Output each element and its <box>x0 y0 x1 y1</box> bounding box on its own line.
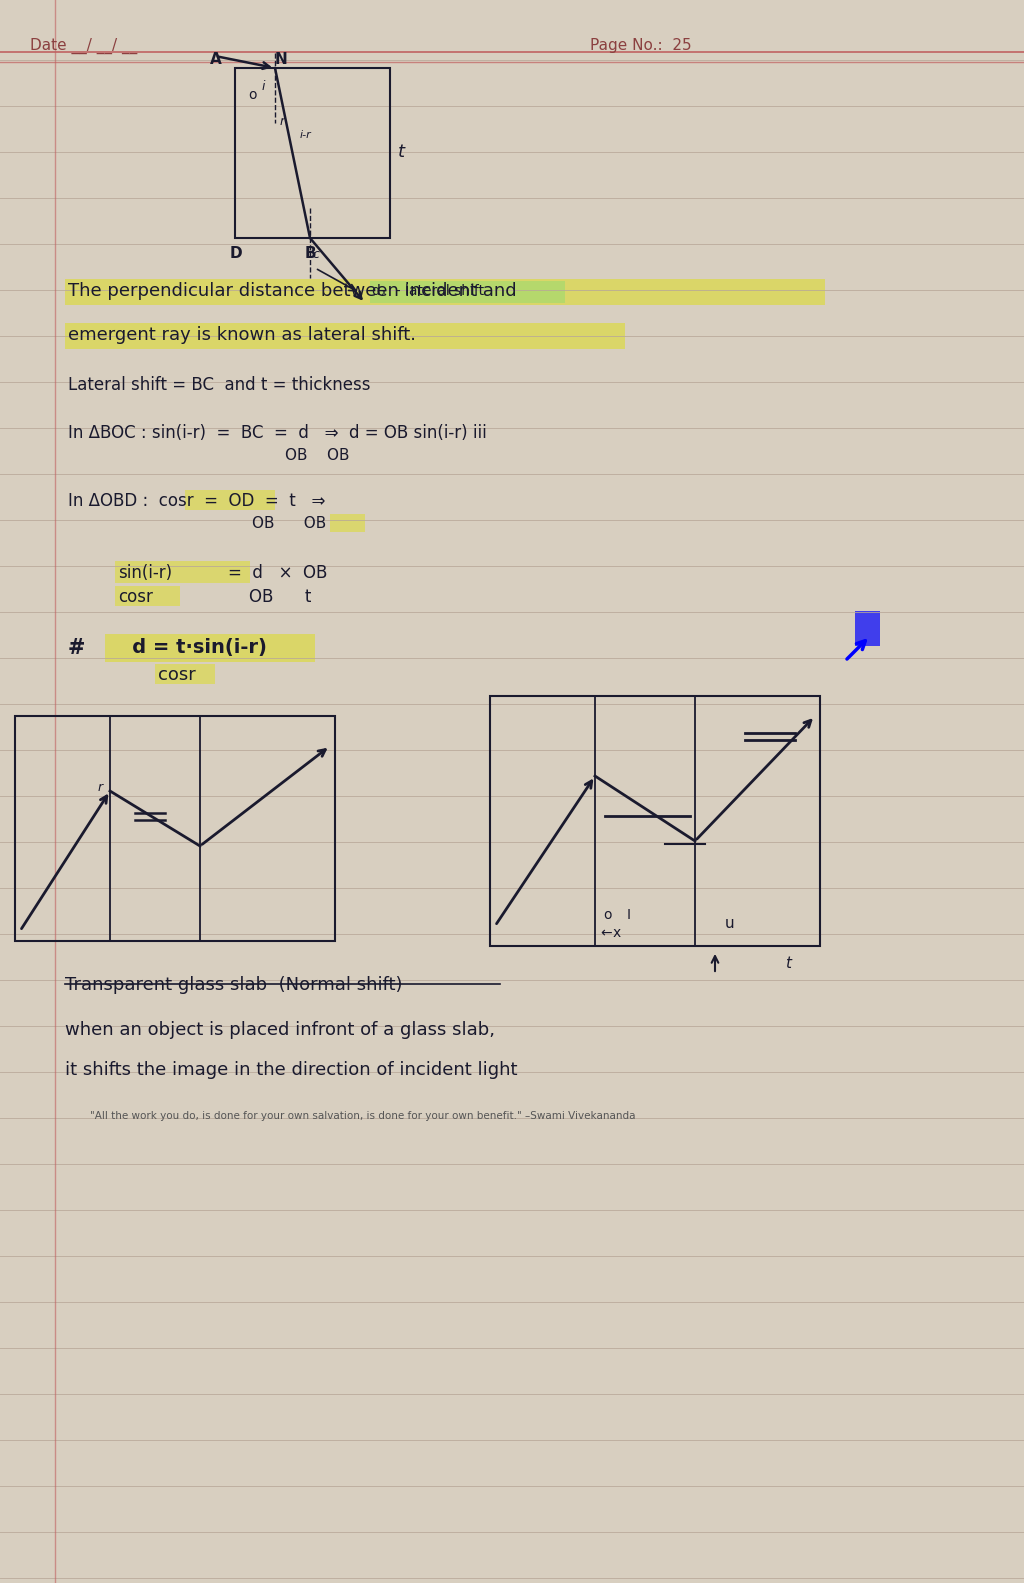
Text: Lateral shift = BC  and t = thickness: Lateral shift = BC and t = thickness <box>68 377 371 394</box>
Bar <box>65 323 625 348</box>
Text: u: u <box>725 917 734 931</box>
Bar <box>185 491 275 510</box>
Text: when an object is placed infront of a glass slab,: when an object is placed infront of a gl… <box>65 1021 495 1038</box>
Text: emergent ray is known as lateral shift.: emergent ray is known as lateral shift. <box>68 326 416 344</box>
Text: D: D <box>230 245 243 261</box>
Bar <box>115 560 250 583</box>
Text: r: r <box>280 116 285 128</box>
Text: Date __/ __/ __: Date __/ __/ __ <box>30 38 137 54</box>
Text: "All the work you do, is done for your own salvation, is done for your own benef: "All the work you do, is done for your o… <box>90 1111 636 1121</box>
Text: t: t <box>398 142 406 161</box>
Text: cosr: cosr <box>118 587 153 606</box>
Text: In ΔBOC : sin(i-r)  =  BC  =  d   ⇒  d = OB sin(i-r) iii: In ΔBOC : sin(i-r) = BC = d ⇒ d = OB sin… <box>68 424 486 442</box>
Text: Page No.:  25: Page No.: 25 <box>590 38 691 52</box>
Text: N: N <box>275 52 288 66</box>
Text: it shifts the image in the direction of incident light: it shifts the image in the direction of … <box>65 1061 517 1080</box>
Bar <box>155 663 215 684</box>
Bar <box>105 635 315 662</box>
Text: #: # <box>68 638 85 659</box>
Bar <box>490 697 820 947</box>
Text: The perpendicular distance between incident and: The perpendicular distance between incid… <box>68 282 517 301</box>
Bar <box>855 611 880 646</box>
Text: OB      t: OB t <box>228 587 311 606</box>
Bar <box>15 716 335 940</box>
Text: A: A <box>210 52 222 66</box>
Text: r: r <box>98 780 103 795</box>
Text: sin(i-r): sin(i-r) <box>118 564 172 583</box>
Text: cosr: cosr <box>158 666 196 684</box>
Text: OB    OB: OB OB <box>285 448 349 462</box>
Text: d = t·sin(i-r): d = t·sin(i-r) <box>112 638 267 657</box>
Text: o: o <box>603 909 611 921</box>
Bar <box>330 514 365 532</box>
Bar <box>234 68 390 237</box>
Text: In ΔOBD :  cosr  =  OD  =  t   ⇒: In ΔOBD : cosr = OD = t ⇒ <box>68 492 326 510</box>
Text: I: I <box>627 909 631 921</box>
Bar <box>65 279 825 306</box>
Text: OB      OB: OB OB <box>252 516 327 530</box>
Text: =  d   ×  OB: = d × OB <box>228 564 328 583</box>
Text: ←: ← <box>600 926 611 940</box>
Text: o: o <box>248 89 256 101</box>
Text: i-r: i-r <box>300 130 311 139</box>
Text: B: B <box>305 245 316 261</box>
Bar <box>370 282 565 302</box>
Text: dₓ  - lateral shift: dₓ - lateral shift <box>372 283 484 298</box>
Text: x: x <box>613 926 622 940</box>
Text: Transparent glass slab  (Normal shift): Transparent glass slab (Normal shift) <box>65 977 402 994</box>
Bar <box>115 586 180 606</box>
Text: t: t <box>785 956 791 970</box>
Text: c: c <box>312 249 318 261</box>
Text: i: i <box>262 81 265 93</box>
